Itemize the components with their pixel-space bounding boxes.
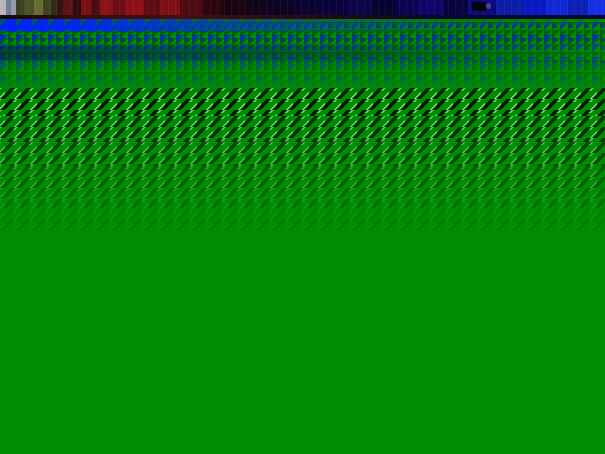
top-bar-block-2 — [11, 0, 16, 15]
top-bar-block-5 — [34, 0, 43, 15]
top-bar-block-28 — [418, 0, 444, 15]
top-bar-block-29 — [444, 0, 468, 15]
top-bar-block-13 — [100, 0, 112, 15]
top-dark-bar — [0, 0, 605, 15]
top-bar-block-17 — [160, 0, 180, 15]
dither-checker-fade — [0, 80, 605, 92]
tick-texture-mid1 — [0, 116, 605, 142]
top-bar-block-35 — [588, 0, 605, 15]
top-bar-block-10 — [73, 0, 81, 15]
tick-texture-far3 — [0, 208, 605, 230]
top-bar-block-34 — [568, 0, 588, 15]
tick-texture-far1 — [0, 166, 605, 188]
top-bar-block-27 — [396, 0, 418, 15]
top-bar-block-18 — [180, 0, 202, 15]
top-bar-block-15 — [126, 0, 144, 15]
top-bar-block-11 — [81, 0, 91, 15]
top-bar-block-7 — [51, 0, 57, 15]
top-bar-block-1 — [6, 0, 11, 15]
top-bar-block-3 — [16, 0, 24, 15]
blue-streak-dither — [0, 18, 605, 32]
top-bar-block-23 — [294, 0, 318, 15]
blue-streak-band — [0, 18, 605, 32]
dither-checker-sparse — [0, 64, 605, 80]
tick-texture-near — [0, 88, 605, 116]
top-bar-block-32 — [522, 0, 546, 15]
top-bar-block-31 — [496, 0, 522, 15]
top-bar-block-22 — [268, 0, 294, 15]
top-bar-block-25 — [346, 0, 372, 15]
top-bar-block-4 — [24, 0, 34, 15]
top-bar-block-9 — [64, 0, 73, 15]
top-bar-block-24 — [318, 0, 346, 15]
top-bar-block-20 — [222, 0, 246, 15]
dither-scan-stripe — [0, 46, 605, 60]
top-bar-block-6 — [43, 0, 51, 15]
top-bar-block-19 — [202, 0, 222, 15]
tick-texture-mid2 — [0, 142, 605, 166]
top-bar-block-26 — [372, 0, 396, 15]
top-bar-block-0 — [0, 0, 6, 15]
top-bar-dark-notch — [472, 2, 486, 11]
top-bar-block-33 — [546, 0, 568, 15]
top-bar-block-8 — [57, 0, 64, 15]
top-bar-block-12 — [91, 0, 100, 15]
tick-texture-far2 — [0, 188, 605, 208]
maroon-separator-line — [0, 14, 605, 19]
top-bar-block-16 — [144, 0, 160, 15]
top-bar-block-21 — [246, 0, 268, 15]
top-bar-block-14 — [112, 0, 126, 15]
top-bar-glint-icon — [486, 3, 491, 9]
